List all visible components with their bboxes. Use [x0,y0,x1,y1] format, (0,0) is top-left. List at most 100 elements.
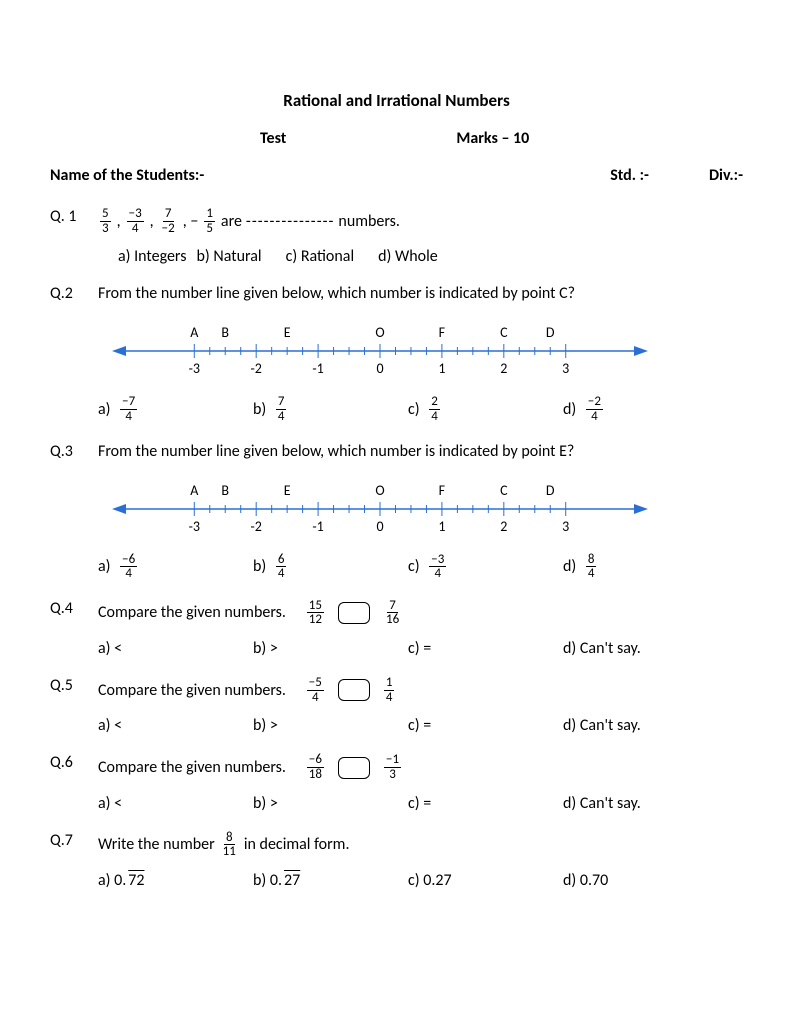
q6-text: Compare the given numbers. −618 −13 [98,753,743,781]
q4: Q.4 Compare the given numbers. 1512 716 [50,599,743,627]
std-label: Std. :- [610,166,649,185]
q2-numberline: -3 -2 -1 0 1 2 3 A B E O F C D [110,313,743,383]
q2-text: From the number line given below, which … [98,284,743,303]
svg-text:E: E [284,482,291,499]
svg-text:3: 3 [562,360,569,377]
compare-box [338,602,370,624]
q3-options: a) −64 b) 64 c) −34 d) 84 [98,553,743,581]
q7-number: Q.7 [50,831,98,850]
q5: Q.5 Compare the given numbers. −54 14 [50,676,743,704]
svg-text:O: O [375,324,384,341]
svg-text:-2: -2 [250,518,261,535]
q6-number: Q.6 [50,753,98,772]
svg-text:F: F [439,324,446,341]
q7-options: a) 0.72 b) 0.27 c) 0.27 d) 0.70 [98,871,743,890]
q3-numberline: -3 -2 -1 0 1 2 3 A B E O F C D [110,471,743,541]
svg-text:C: C [500,324,508,341]
q2: Q.2 From the number line given below, wh… [50,284,743,303]
q1-number: Q. 1 [50,207,98,226]
q6-opt-c: c) = [408,794,563,813]
svg-text:A: A [190,482,199,499]
q6-opt-b: b) > [253,794,408,813]
q1: Q. 1 53, −34, 7−2, − 15 are ------------… [50,207,743,235]
q5-opt-b: b) > [253,716,408,735]
test-label: Test [260,129,286,148]
q5-text: Compare the given numbers. −54 14 [98,676,743,704]
q7: Q.7 Write the number 811 in decimal form… [50,831,743,859]
q4-opt-b: b) > [253,639,408,658]
svg-text:C: C [500,482,508,499]
q2-opt-c: c) 24 [408,395,563,423]
svg-text:2: 2 [500,360,507,377]
q3-number: Q.3 [50,442,98,461]
q5-opt-d: d) Can't say. [563,716,718,735]
q1-opt-d: d) Whole [378,247,438,266]
q3-opt-b: b) 64 [253,553,408,581]
svg-text:-3: -3 [189,518,200,535]
q2-number: Q.2 [50,284,98,303]
svg-text:-2: -2 [250,360,261,377]
fraction: 7−2 [160,207,177,235]
q7-opt-a: a) 0.72 [98,871,253,890]
svg-text:O: O [375,482,384,499]
fraction: 15 [204,207,215,235]
name-label: Name of the Students:- [50,166,204,185]
svg-text:B: B [221,324,229,341]
q6-opt-d: d) Can't say. [563,794,718,813]
q7-opt-c: c) 0.27 [408,871,563,890]
q5-options: a) < b) > c) = d) Can't say. [98,716,743,735]
fraction: 53 [100,207,111,235]
q1-text: 53, −34, 7−2, − 15 are --------------- n… [98,207,743,235]
q2-options: a) −74 b) 74 c) 24 d) −24 [98,395,743,423]
q4-text: Compare the given numbers. 1512 716 [98,599,743,627]
svg-text:B: B [221,482,229,499]
q1-opt-c: c) Rational [286,247,355,266]
svg-text:0: 0 [376,360,383,377]
svg-text:D: D [546,324,555,341]
q6: Q.6 Compare the given numbers. −618 −13 [50,753,743,781]
q4-options: a) < b) > c) = d) Can't say. [98,639,743,658]
svg-text:E: E [284,324,291,341]
page-title: Rational and Irrational Numbers [50,90,743,111]
q6-options: a) < b) > c) = d) Can't say. [98,794,743,813]
svg-text:1: 1 [438,518,445,535]
q7-opt-d: d) 0.70 [563,871,718,890]
fraction: −34 [127,207,144,235]
q4-number: Q.4 [50,599,98,618]
q2-opt-a: a) −74 [98,395,253,423]
q2-opt-d: d) −24 [563,395,718,423]
blank-dashes: --------------- [246,212,334,231]
subheading-row: Test Marks – 10 [50,129,743,148]
q4-opt-d: d) Can't say. [563,639,718,658]
q1-opt-a: a) Integers [118,247,187,266]
q3-opt-c: c) −34 [408,553,563,581]
svg-text:-1: -1 [312,518,323,535]
svg-text:F: F [439,482,446,499]
q7-text: Write the number 811 in decimal form. [98,831,743,859]
q2-opt-b: b) 74 [253,395,408,423]
compare-box [338,679,370,701]
q4-opt-a: a) < [98,639,253,658]
svg-text:-1: -1 [312,360,323,377]
q3-opt-a: a) −64 [98,553,253,581]
q3-opt-d: d) 84 [563,553,718,581]
q5-number: Q.5 [50,676,98,695]
svg-text:D: D [546,482,555,499]
marks-label: Marks – 10 [456,129,529,148]
q3-text: From the number line given below, which … [98,442,743,461]
div-label: Div.:- [709,166,743,185]
svg-text:A: A [190,324,199,341]
svg-text:2: 2 [500,518,507,535]
svg-text:3: 3 [562,518,569,535]
q3: Q.3 From the number line given below, wh… [50,442,743,461]
q5-opt-c: c) = [408,716,563,735]
q5-opt-a: a) < [98,716,253,735]
q7-opt-b: b) 0.27 [253,871,408,890]
svg-text:-3: -3 [189,360,200,377]
q6-opt-a: a) < [98,794,253,813]
q4-opt-c: c) = [408,639,563,658]
svg-text:1: 1 [438,360,445,377]
info-row: Name of the Students:- Std. :- Div.:- [50,166,743,185]
svg-text:0: 0 [376,518,383,535]
q1-opt-b: b) Natural [197,247,262,266]
